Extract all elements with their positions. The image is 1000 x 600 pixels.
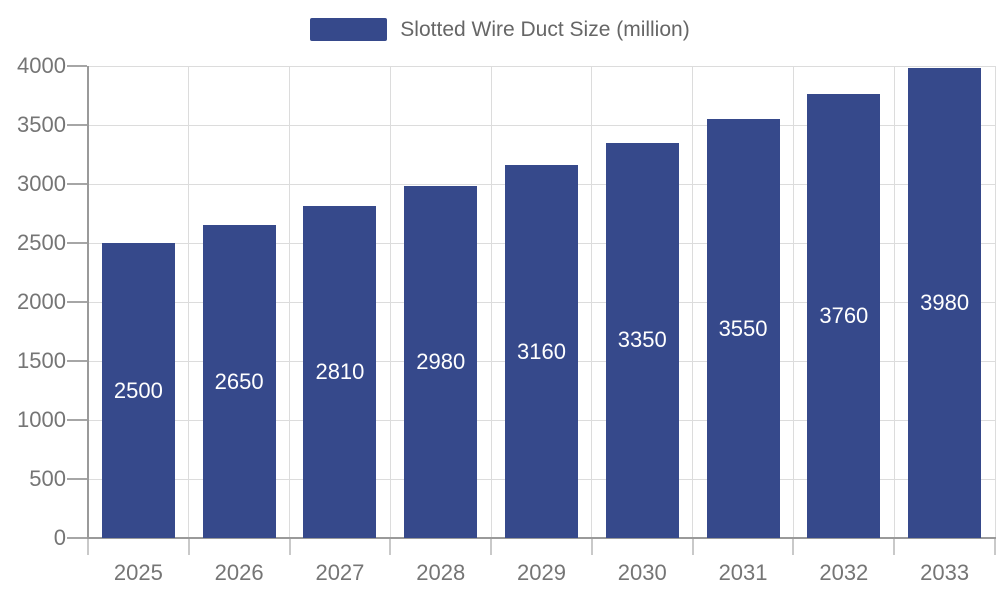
gridline-horizontal xyxy=(88,124,995,126)
bar[interactable] xyxy=(706,119,780,538)
y-axis-tick-label: 3500 xyxy=(17,112,66,137)
gridline-vertical xyxy=(289,66,291,538)
x-axis-tick xyxy=(389,539,392,555)
x-axis-tick-label: 2032 xyxy=(819,560,869,585)
legend-label: Slotted Wire Duct Size (million) xyxy=(400,18,690,41)
chart-legend[interactable]: Slotted Wire Duct Size (million) xyxy=(0,16,1000,43)
y-axis-tick xyxy=(67,537,87,539)
y-axis-tick xyxy=(67,65,87,67)
y-axis-tick xyxy=(67,124,87,126)
y-axis-tick-label: 500 xyxy=(29,466,66,491)
bar[interactable] xyxy=(807,94,881,538)
y-axis-tick xyxy=(67,301,87,303)
bar-value-label: 2980 xyxy=(416,349,466,375)
x-axis-tick-label: 2029 xyxy=(517,560,566,585)
gridline-vertical xyxy=(994,66,996,538)
x-axis-tick-label: 2033 xyxy=(920,560,970,585)
bar-value-label: 3160 xyxy=(517,338,566,364)
bar-value-label: 3760 xyxy=(819,303,869,329)
y-axis-tick-label: 3000 xyxy=(17,171,66,196)
x-axis-tick xyxy=(288,539,291,555)
gridline-vertical xyxy=(792,66,794,538)
x-axis-tick xyxy=(691,539,694,555)
x-axis-tick xyxy=(893,539,896,555)
y-axis-tick xyxy=(67,242,87,244)
bar[interactable] xyxy=(505,165,578,538)
y-axis-tick xyxy=(67,478,87,480)
x-axis-tick-label: 2025 xyxy=(113,560,163,585)
y-axis-tick xyxy=(67,183,87,185)
bar[interactable] xyxy=(404,186,478,538)
x-axis-tick-label: 2030 xyxy=(617,560,667,585)
y-axis-line xyxy=(87,66,89,540)
y-axis-tick-label: 1000 xyxy=(17,407,66,432)
x-axis-tick xyxy=(187,539,190,555)
gridline-vertical xyxy=(591,66,593,538)
x-axis-tick xyxy=(994,539,996,555)
bar-value-label: 2500 xyxy=(113,377,163,403)
y-axis-tick-label: 4000 xyxy=(17,53,66,78)
x-axis-tick xyxy=(792,539,795,555)
x-axis-tick-label: 2031 xyxy=(718,560,768,585)
x-axis-tick xyxy=(590,539,593,555)
bar[interactable] xyxy=(303,206,377,538)
bar[interactable] xyxy=(202,225,276,538)
bar-value-label: 3350 xyxy=(617,327,667,353)
x-axis-tick xyxy=(490,539,493,555)
gridline-vertical xyxy=(692,66,694,538)
y-axis-tick xyxy=(67,360,87,362)
x-axis-line xyxy=(87,537,996,539)
bar-value-label: 3550 xyxy=(718,315,768,341)
y-axis-tick-label: 1500 xyxy=(17,348,66,373)
x-axis-tick-label: 2027 xyxy=(315,560,365,585)
bar[interactable] xyxy=(605,142,679,538)
bar[interactable] xyxy=(101,243,175,538)
bar[interactable] xyxy=(908,68,982,538)
x-axis-tick-label: 2028 xyxy=(416,560,466,585)
gridline-vertical xyxy=(490,66,492,538)
y-axis-tick-label: 2000 xyxy=(17,289,66,314)
gridline-horizontal xyxy=(88,65,995,67)
y-axis-tick-label: 2500 xyxy=(17,230,66,255)
gridline-vertical xyxy=(389,66,391,538)
y-axis-tick-label: 0 xyxy=(53,525,66,550)
y-axis-tick xyxy=(67,419,87,421)
bar-value-label: 3980 xyxy=(920,290,970,316)
x-axis-tick-label: 2026 xyxy=(214,560,264,585)
x-axis-tick xyxy=(87,539,89,555)
gridline-vertical xyxy=(188,66,190,538)
gridline-vertical xyxy=(893,66,895,538)
bar-value-label: 2810 xyxy=(315,359,365,385)
legend-swatch-icon xyxy=(310,18,388,41)
bar-value-label: 2650 xyxy=(214,368,264,394)
